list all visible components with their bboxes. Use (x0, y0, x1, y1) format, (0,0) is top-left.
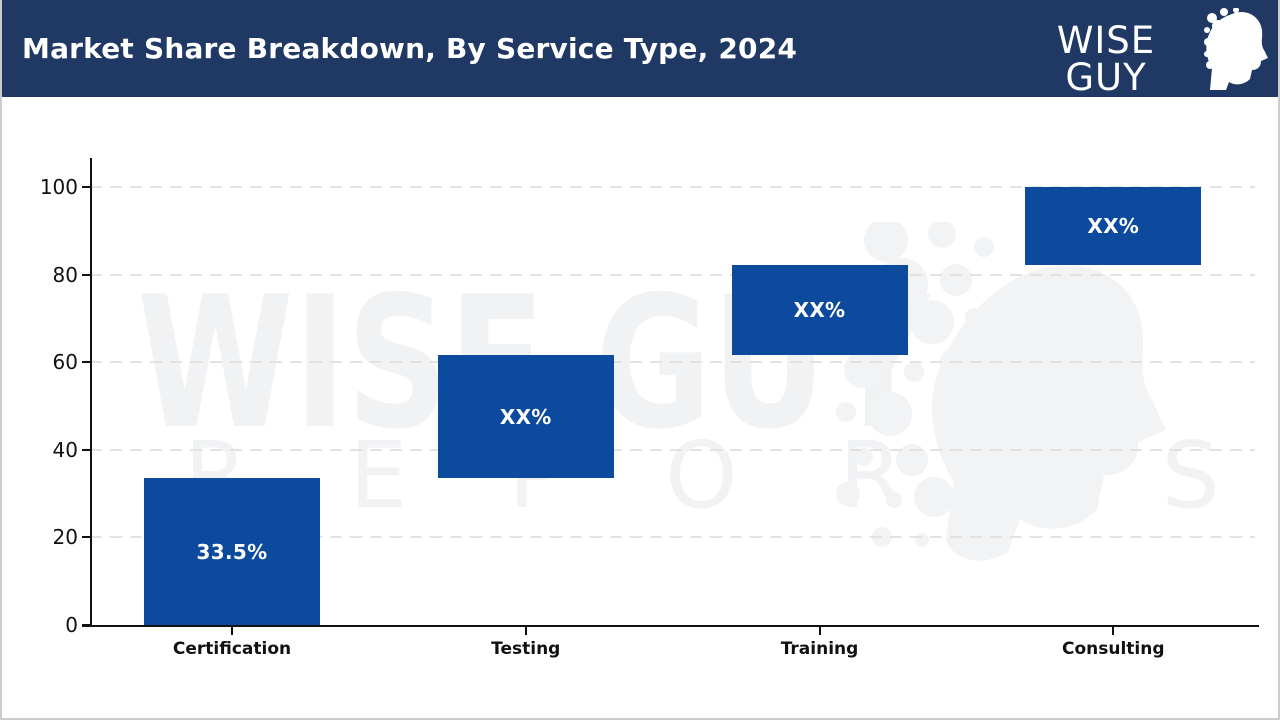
x-tick-certification (231, 627, 233, 635)
gridline-40 (90, 448, 1255, 451)
page-title: Market Share Breakdown, By Service Type,… (22, 32, 798, 65)
logo-wordmark: WISE GUY (1056, 19, 1156, 99)
header-bar: Market Share Breakdown, By Service Type,… (2, 0, 1278, 112)
bar-value-label: XX% (793, 298, 846, 323)
watermark-face-icon (836, 222, 1166, 561)
y-tick-80 (82, 273, 90, 276)
y-tick-60 (82, 361, 90, 364)
y-tick-label-80: 80 (52, 262, 78, 287)
gridline-60 (90, 361, 1255, 364)
y-tick-label-20: 20 (52, 525, 78, 550)
gridline-100 (90, 186, 1255, 188)
bar-value-label: XX% (499, 404, 552, 429)
wise-guy-logo: WISE GUY R E P O R T S (1010, 6, 1270, 112)
gridline-20 (90, 536, 1255, 539)
category-label-certification: Certification (172, 639, 292, 659)
y-tick-100 (82, 186, 90, 188)
x-tick-consulting (1112, 627, 1115, 635)
x-tick-testing (524, 627, 527, 635)
category-label-testing: Testing (491, 639, 561, 659)
logo-subtitle: R E P O R T S (1023, 98, 1193, 112)
bar-testing: XX% (437, 355, 614, 479)
y-axis-line (90, 158, 92, 627)
bar-value-label: XX% (1087, 214, 1140, 239)
y-tick-20 (82, 536, 90, 539)
y-tick-40 (82, 448, 90, 451)
gridline-80 (90, 273, 1255, 276)
y-tick-0 (82, 624, 90, 626)
bar-training: XX% (731, 265, 908, 356)
logo-text: WISE GUY R E P O R T S (1010, 22, 1202, 112)
y-tick-label-60: 60 (52, 350, 78, 375)
bar-value-label: 33.5% (196, 539, 268, 564)
category-label-consulting: Consulting (1061, 639, 1165, 659)
y-tick-label-40: 40 (52, 437, 78, 462)
bar-certification: 33.5% (144, 478, 320, 625)
y-tick-label-0: 0 (65, 613, 78, 637)
x-tick-training (818, 627, 821, 635)
category-label-training: Training (780, 639, 859, 659)
x-axis-line (82, 625, 1259, 627)
bar-consulting: XX% (1025, 187, 1202, 266)
logo-face-icon (1204, 8, 1268, 90)
y-tick-label-100: 100 (39, 175, 78, 199)
